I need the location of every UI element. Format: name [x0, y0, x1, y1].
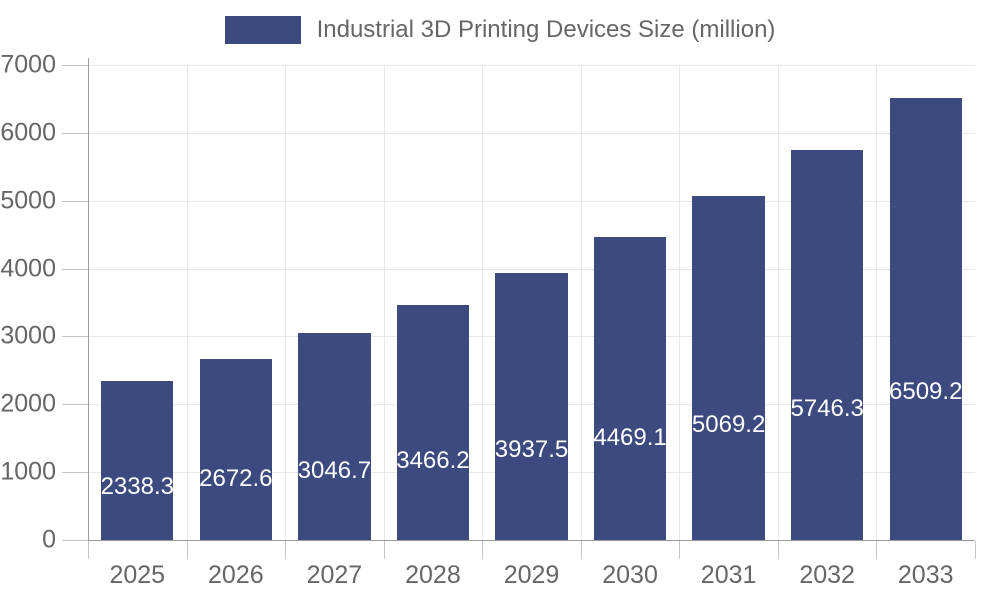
y-axis-tick — [62, 132, 88, 134]
y-axis-tick-label: 7000 — [0, 50, 56, 79]
x-axis-tick-label: 2031 — [700, 561, 757, 589]
bar[interactable] — [298, 333, 371, 540]
y-axis-tick-label: 6000 — [0, 118, 56, 147]
x-axis-tick — [285, 541, 287, 559]
gridline-vertical — [777, 65, 779, 540]
y-axis-tick-label: 1000 — [0, 457, 56, 486]
bar[interactable] — [593, 236, 667, 540]
legend-label: Industrial 3D Printing Devices Size (mil… — [316, 16, 776, 43]
gridline-vertical — [383, 65, 385, 540]
x-axis-tick-label: 2027 — [306, 561, 363, 589]
x-axis-tick — [679, 541, 681, 559]
bar[interactable] — [396, 304, 470, 540]
x-axis-tick-label: 2026 — [208, 561, 264, 589]
y-axis-tick — [62, 540, 88, 541]
y-axis-tick-label: 4000 — [0, 254, 56, 283]
gridline-vertical — [482, 65, 484, 540]
x-axis-tick — [186, 541, 188, 559]
y-axis-tick — [62, 268, 88, 270]
x-axis-tick — [876, 541, 878, 559]
bar[interactable] — [101, 381, 174, 540]
x-axis-tick-label: 2028 — [405, 561, 461, 589]
x-axis-tick-label: 2029 — [503, 561, 560, 589]
x-axis-tick-label: 2025 — [109, 561, 166, 589]
gridline-vertical — [186, 65, 188, 540]
x-axis-tick — [88, 541, 89, 559]
bar[interactable] — [199, 358, 273, 540]
bar[interactable] — [790, 150, 864, 540]
x-axis-tick-label: 2030 — [602, 561, 658, 589]
x-axis-tick — [383, 541, 385, 559]
gridline-vertical — [285, 65, 287, 540]
gridline-vertical — [679, 65, 681, 540]
gridline-horizontal — [88, 200, 975, 202]
bar[interactable] — [692, 196, 765, 540]
x-axis-line — [62, 540, 975, 541]
gridline-horizontal — [88, 65, 975, 66]
y-axis-line — [88, 58, 89, 555]
bar[interactable] — [495, 272, 568, 540]
chart-legend: Industrial 3D Printing Devices Size (mil… — [0, 8, 1000, 52]
bar[interactable] — [889, 98, 962, 540]
y-axis-tick — [62, 65, 88, 66]
gridline-horizontal — [88, 132, 975, 134]
y-axis-tick — [62, 404, 88, 406]
x-axis-tick — [777, 541, 779, 559]
x-axis-tick-label: 2032 — [799, 561, 855, 589]
gridline-vertical — [876, 65, 878, 540]
y-axis-tick-label: 5000 — [0, 186, 56, 215]
y-axis-tick-label: 0 — [42, 525, 56, 554]
y-axis-tick-label: 3000 — [0, 321, 56, 350]
x-axis-tick — [975, 541, 976, 559]
x-axis-tick — [580, 541, 582, 559]
x-axis-tick-label: 2033 — [897, 561, 954, 589]
legend-color-swatch-icon — [224, 16, 301, 44]
x-axis-tick — [482, 541, 484, 559]
y-axis-tick — [62, 336, 88, 338]
gridline-horizontal — [88, 268, 975, 270]
y-axis-tick — [62, 472, 88, 474]
y-axis-tick-label: 2000 — [0, 389, 56, 418]
y-axis-tick — [62, 200, 88, 202]
gridline-vertical — [580, 65, 582, 540]
